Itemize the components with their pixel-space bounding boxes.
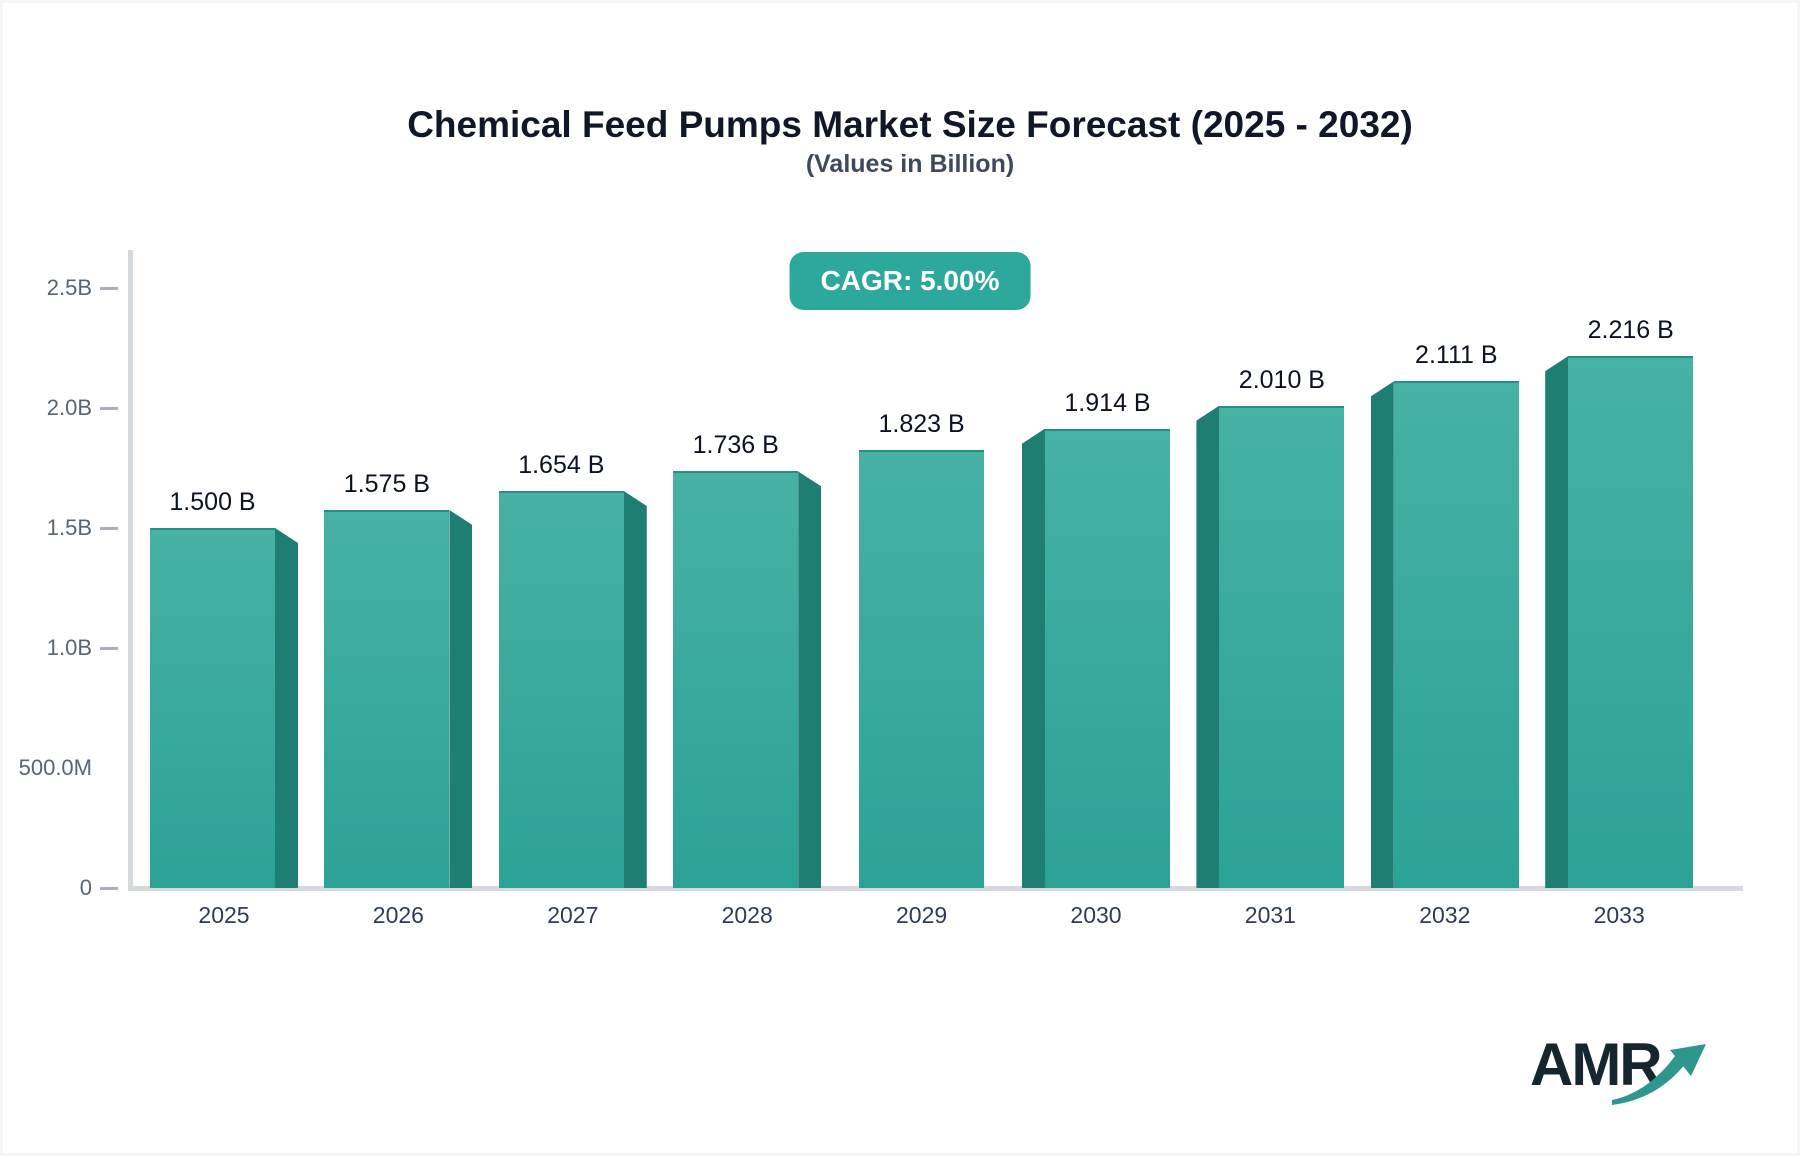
y-axis-label: 1.0B (46, 635, 92, 660)
bar-side-2031 (1196, 405, 1220, 888)
amr-logo: AMR (1530, 1032, 1730, 1122)
x-axis-line (128, 886, 1743, 891)
y-axis-label: 2.0B (46, 395, 92, 420)
bar-value-label: 1.914 B (1064, 388, 1151, 417)
bar-2027[interactable] (498, 491, 624, 888)
x-axis-label: 2028 (721, 902, 773, 928)
x-axis-label: 2027 (547, 902, 599, 928)
y-axis-tick (100, 527, 118, 530)
bar-side-2032 (1370, 381, 1394, 888)
bar-value-label: 2.010 B (1238, 365, 1325, 394)
x-axis-label: 2033 (1593, 902, 1645, 928)
bar-side-2025 (275, 528, 298, 888)
y-axis-label: 0 (79, 875, 92, 900)
x-axis-label: 2032 (1419, 902, 1471, 928)
y-axis-tick (100, 407, 118, 410)
bar-value-label: 2.111 B (1415, 341, 1498, 370)
y-axis-label: 2.5B (46, 275, 92, 300)
bar-2028[interactable] (673, 471, 799, 888)
bar-value-label: 1.736 B (692, 431, 779, 460)
x-axis-label: 2030 (1070, 902, 1122, 928)
y-axis-tick (100, 647, 118, 650)
bar-value-label: 1.823 B (878, 410, 965, 439)
bar-value-label: 1.500 B (169, 488, 256, 516)
cagr-badge: CAGR: 5.00% (789, 252, 1031, 310)
bar-2031[interactable] (1219, 405, 1345, 888)
x-axis-label: 2026 (372, 902, 424, 928)
bar-2033[interactable] (1568, 356, 1694, 888)
y-axis-tick (100, 287, 118, 290)
chart-subtitle: (Values in Billion) (805, 150, 1015, 178)
bar-2026[interactable] (324, 510, 450, 888)
bar-side-2033 (1545, 356, 1569, 888)
bar-side-2027 (623, 491, 647, 888)
bar-side-2026 (449, 510, 473, 888)
growth-arrow-icon (1612, 1044, 1706, 1105)
bar-value-label: 1.575 B (343, 470, 430, 498)
x-axis-label: 2029 (896, 902, 948, 928)
y-axis-label: 500.0M (18, 755, 92, 780)
bar-2025[interactable] (150, 528, 275, 888)
bar-2030[interactable] (1045, 428, 1170, 888)
amr-logo-text: AMR (1530, 1031, 1663, 1098)
bar-side-2030 (1022, 428, 1045, 888)
x-axis-label: 2031 (1244, 902, 1296, 928)
y-axis-line (128, 250, 133, 891)
bar-2032[interactable] (1393, 381, 1519, 888)
chart-title: Chemical Feed Pumps Market Size Forecast… (407, 104, 1413, 145)
x-axis-label: 2025 (198, 902, 250, 928)
bar-2029[interactable] (859, 450, 985, 888)
bar-value-label: 1.654 B (518, 451, 605, 480)
y-axis-label: 1.5B (46, 515, 92, 540)
bar-side-2028 (798, 471, 822, 888)
y-axis-tick (100, 887, 118, 890)
bar-value-label: 2.216 B (1587, 316, 1674, 345)
